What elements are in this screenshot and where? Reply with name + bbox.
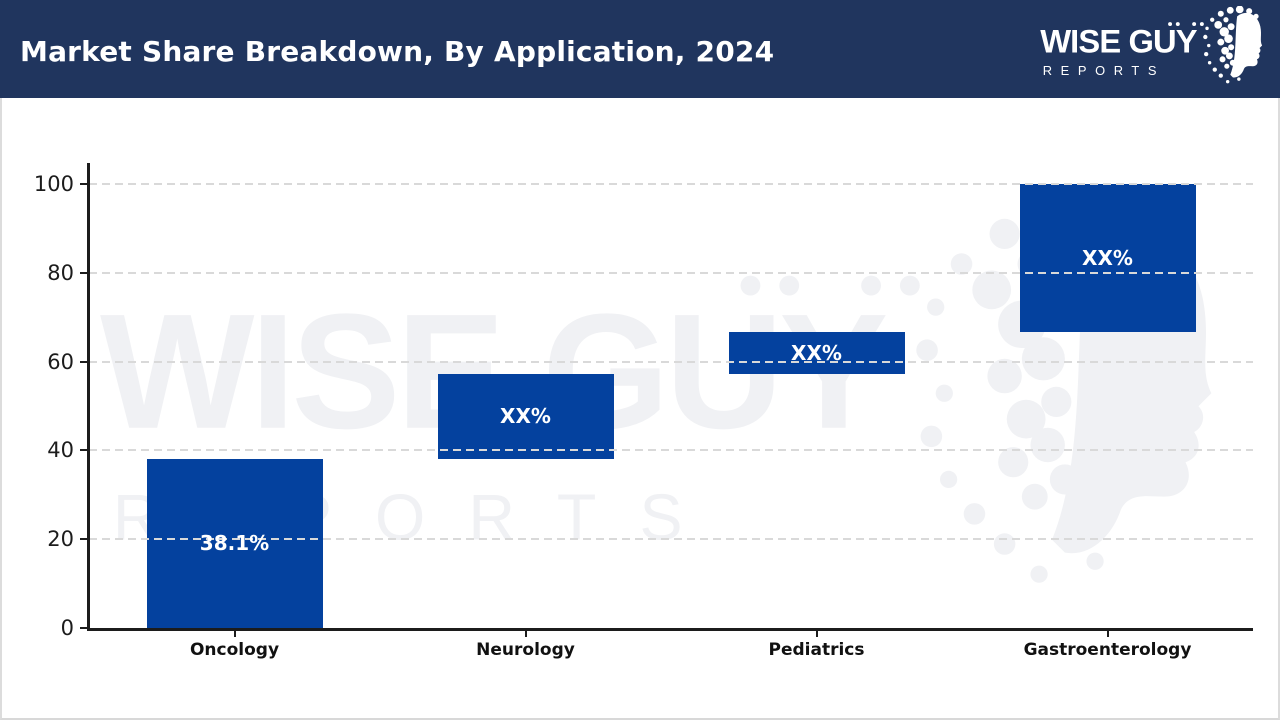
wiseguy-logo — [1032, 6, 1272, 92]
bar-label: XX% — [500, 404, 551, 429]
y-tick-label: 60 — [47, 349, 74, 374]
gridline — [89, 360, 1253, 363]
x-tick-mark — [815, 628, 818, 637]
x-tick-mark — [1106, 628, 1109, 637]
bar-label: XX% — [1082, 246, 1133, 271]
x-axis-line — [87, 628, 1253, 631]
y-tick-mark — [80, 627, 89, 629]
y-tick-label: 0 — [60, 616, 74, 640]
x-category-label: Gastroenterology — [1023, 640, 1192, 660]
x-category-label: Neurology — [476, 640, 575, 660]
y-axis-line — [87, 163, 90, 631]
y-tick-mark — [80, 182, 89, 185]
chart-header: Market Share Breakdown, By Application, … — [0, 0, 1280, 98]
x-category-label: Pediatrics — [768, 640, 865, 660]
bar-label: 38.1% — [199, 531, 270, 556]
x-tick-mark — [233, 628, 236, 637]
bar-label: XX% — [791, 340, 842, 365]
chart-title: Market Share Breakdown, By Application, … — [20, 34, 775, 68]
y-tick-mark — [80, 538, 89, 541]
y-tick-label: 20 — [47, 527, 74, 552]
y-tick-mark — [80, 271, 89, 274]
y-tick-label: 80 — [47, 260, 74, 285]
y-tick-label: 40 — [47, 438, 74, 463]
y-tick-mark — [80, 360, 89, 363]
gridline — [89, 182, 1253, 185]
x-tick-mark — [524, 628, 527, 637]
x-category-label: Oncology — [189, 640, 280, 660]
y-tick-label: 100 — [33, 171, 74, 196]
y-tick-mark — [80, 449, 89, 452]
gridline — [89, 449, 1253, 452]
